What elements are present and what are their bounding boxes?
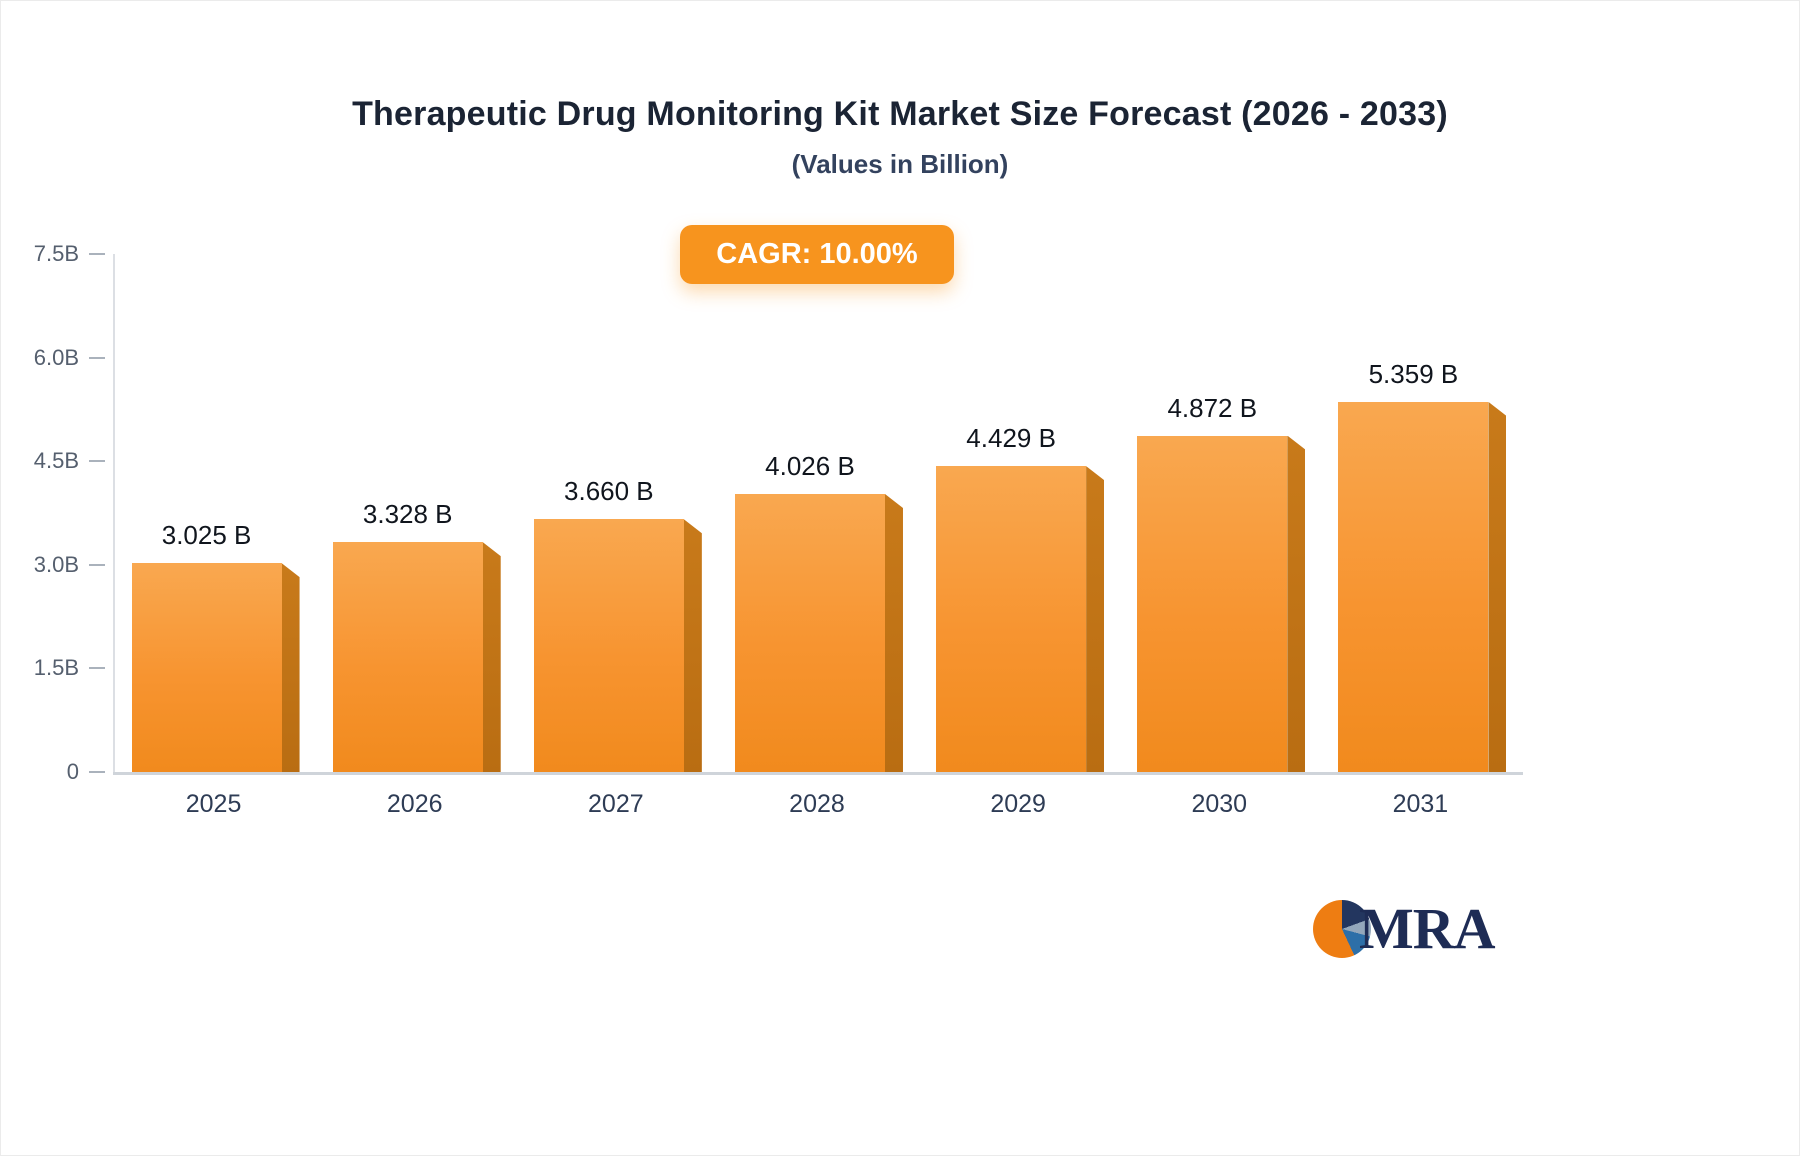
bar-value-label: 4.429 B xyxy=(966,423,1056,454)
plot-area: 3.025 B 3.328 B 3.660 B 4.026 B 4.429 B 4.872… xyxy=(34,241,1523,784)
bar-front-face xyxy=(734,493,885,772)
bar-side-face xyxy=(482,542,501,772)
bar-front-face xyxy=(533,519,684,772)
bar-2027[interactable] xyxy=(533,519,702,772)
y-tick-label: 1.5B xyxy=(33,655,79,681)
y-tick-label: 6.0B xyxy=(33,344,79,370)
bar-front-face xyxy=(131,563,282,772)
bar-2026[interactable] xyxy=(332,542,501,772)
bar-front-face xyxy=(1137,435,1288,772)
x-axis-label-2030: 2030 xyxy=(1191,790,1248,818)
y-tick: 1.5B xyxy=(27,655,115,681)
bar-2029[interactable] xyxy=(936,466,1105,772)
y-tick-mark xyxy=(89,563,105,566)
y-tick-label: 3.0B xyxy=(33,551,79,577)
bar-front-face xyxy=(936,466,1087,772)
y-tick: 7.5B xyxy=(27,241,115,267)
x-axis-line xyxy=(113,772,1523,775)
bar-value-label: 5.359 B xyxy=(1368,358,1459,389)
x-axis-label-2031: 2031 xyxy=(1392,790,1449,818)
x-axis-label-2029: 2029 xyxy=(990,790,1046,818)
bar-group-2029: 4.429 B xyxy=(920,254,1121,772)
bar-2030[interactable] xyxy=(1137,435,1306,772)
x-axis-label-2028: 2028 xyxy=(789,790,845,818)
bar-side-face xyxy=(281,563,300,772)
x-axis-label-2025: 2025 xyxy=(185,790,242,818)
bar-group-2026: 3.328 B xyxy=(316,254,517,772)
bar-group-2030: 4.872 B xyxy=(1121,254,1322,772)
y-tick: 3.0B xyxy=(27,552,115,578)
y-tick-label: 7.5B xyxy=(33,241,79,266)
x-axis-labels: 2025 2026 2027 2028 2029 2030 2031 xyxy=(113,790,1521,819)
bar-group-2031: 5.359 B xyxy=(1322,254,1523,772)
bar-2031[interactable] xyxy=(1338,401,1507,772)
bar-value-label: 4.026 B xyxy=(765,450,855,481)
y-tick: 6.0B xyxy=(27,345,115,371)
bar-side-face xyxy=(1287,435,1306,772)
x-axis-label-2026: 2026 xyxy=(386,790,443,818)
y-tick-mark xyxy=(89,667,105,670)
bar-value-label: 3.025 B xyxy=(161,520,252,551)
y-tick-label: 0 xyxy=(66,759,79,784)
x-axis-label-2027: 2027 xyxy=(588,790,644,818)
y-tick-mark xyxy=(89,771,105,773)
chart-title: Therapeutic Drug Monitoring Kit Market S… xyxy=(352,95,1448,133)
bar-value-label: 3.328 B xyxy=(362,499,453,530)
bar-2025[interactable] xyxy=(131,563,300,772)
bar-front-face xyxy=(1338,401,1489,772)
bar-side-face xyxy=(884,493,903,772)
bar-group-2027: 3.660 B xyxy=(517,254,718,772)
bar-side-face xyxy=(683,519,702,772)
bar-2028[interactable] xyxy=(734,493,903,772)
y-tick-mark xyxy=(89,253,105,255)
bars: 3.025 B 3.328 B 3.660 B 4.026 B 4.429 B 4.872… xyxy=(115,254,1523,772)
bar-group-2028: 4.026 B xyxy=(718,254,919,772)
bar-value-label: 3.660 B xyxy=(564,476,654,507)
y-tick-mark xyxy=(89,356,105,359)
logo-text: MRA xyxy=(1359,896,1496,961)
y-tick-mark xyxy=(89,460,105,463)
cagr-badge-row: CAGR: 10.00% xyxy=(113,225,1521,284)
bar-group-2025: 3.025 B xyxy=(115,254,316,772)
chart-subtitle: (Values in Billion) xyxy=(791,149,1009,179)
bar-front-face xyxy=(332,542,483,772)
cagr-badge: CAGR: 10.00% xyxy=(680,225,954,284)
mra-logo: MRA xyxy=(1313,896,1496,961)
y-tick-label: 4.5B xyxy=(33,448,79,474)
bar-side-face xyxy=(1488,401,1507,772)
bar-value-label: 4.872 B xyxy=(1167,392,1258,423)
pie-logo-icon xyxy=(1313,900,1371,958)
bar-side-face xyxy=(1086,466,1105,772)
y-tick: 4.5B xyxy=(27,448,115,474)
y-tick: 0 xyxy=(27,759,115,785)
